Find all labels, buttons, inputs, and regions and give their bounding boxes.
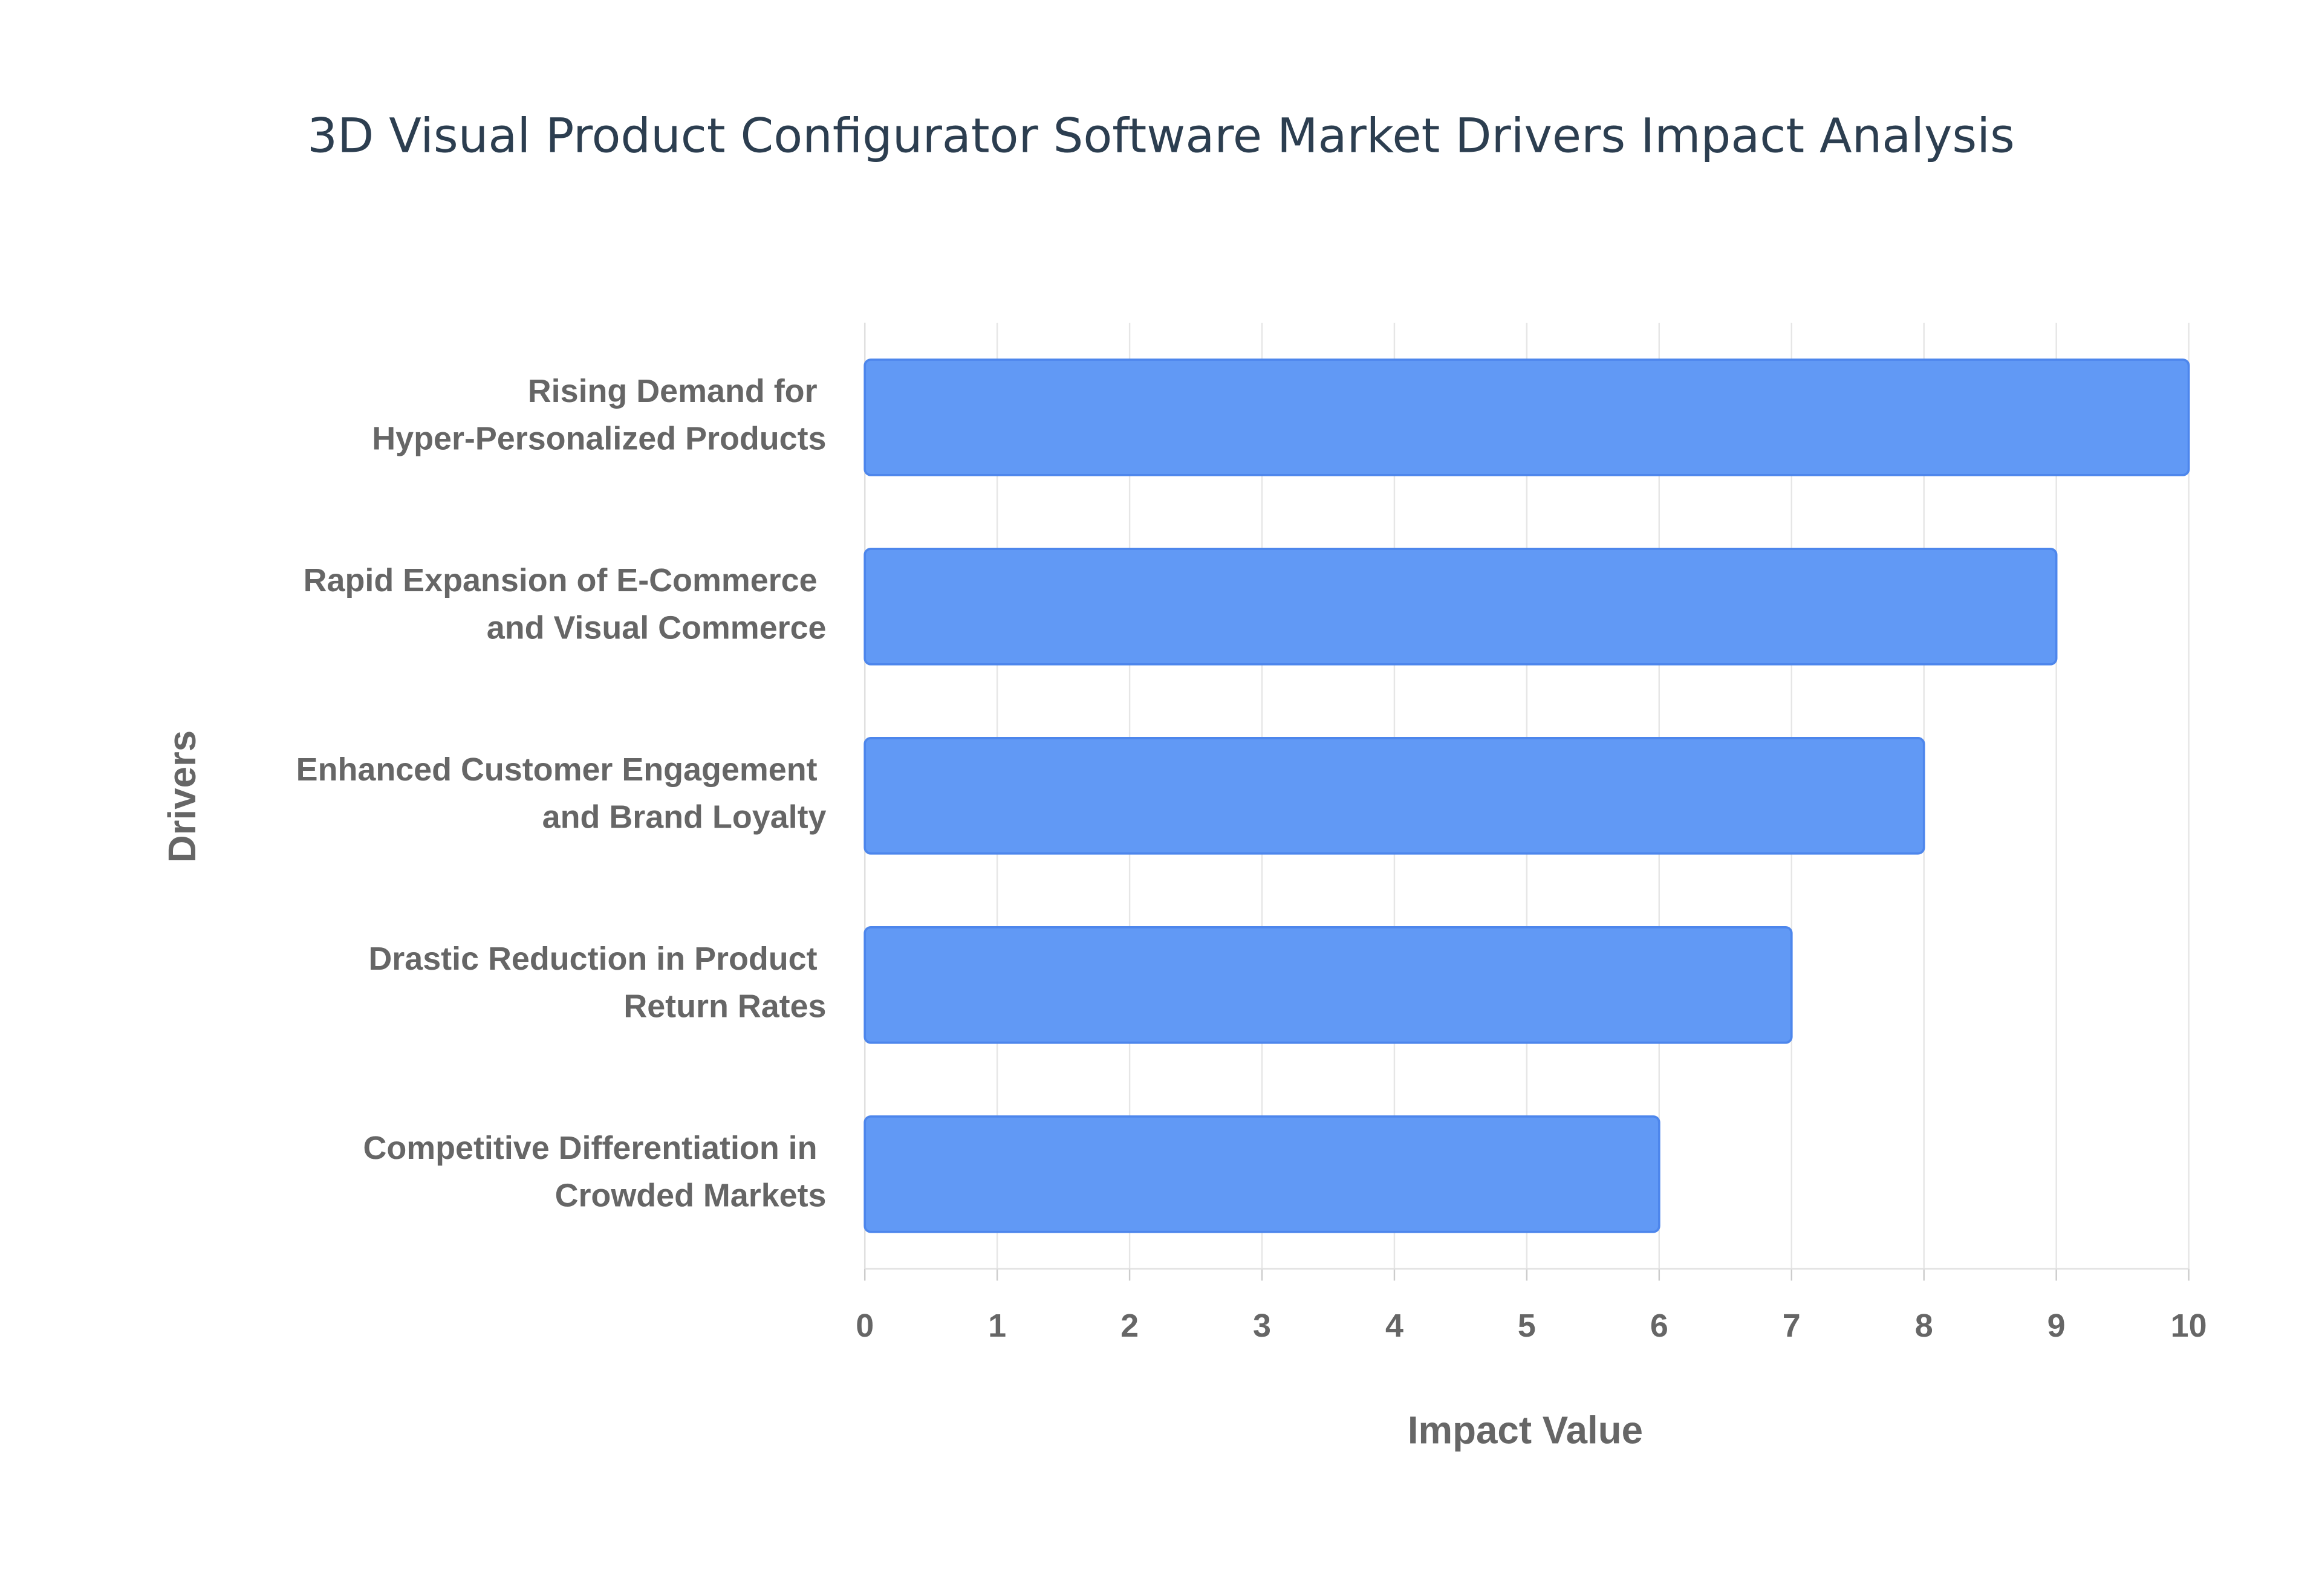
x-tick-label: 9: [2047, 1308, 2066, 1344]
x-tick-label: 2: [1120, 1308, 1139, 1344]
x-tick-label: 10: [2171, 1308, 2207, 1344]
y-tick-label: Competitive Differentiation in Crowded M…: [363, 1130, 826, 1213]
chart-title: 3D Visual Product Configurator Software …: [307, 109, 2015, 164]
bar: [863, 358, 2190, 476]
x-tick-label: 0: [856, 1308, 874, 1344]
bar: [863, 737, 1925, 855]
y-tick-label: Rising Demand for Hyper-Personalized Pro…: [372, 373, 826, 456]
y-tick-label: Rapid Expansion of E-Commerce and Visual…: [304, 562, 827, 646]
x-tick-label: 5: [1518, 1308, 1536, 1344]
y-tick-label: Enhanced Customer Engagement and Brand L…: [296, 751, 827, 835]
x-axis-title: Impact Value: [1408, 1409, 1643, 1452]
x-tick-label: 6: [1650, 1308, 1668, 1344]
x-tick-label: 8: [1915, 1308, 1933, 1344]
x-tick-label: 7: [1783, 1308, 1801, 1344]
y-tick-label: Drastic Reduction in Product Return Rate…: [368, 941, 826, 1024]
x-tick-label: 4: [1385, 1308, 1403, 1344]
bar: [863, 1115, 1660, 1233]
x-tick-label: 3: [1253, 1308, 1271, 1344]
bar: [863, 926, 1793, 1044]
x-tick-label: 1: [988, 1308, 1006, 1344]
bar: [863, 548, 2058, 666]
y-axis-title: Drivers: [161, 730, 204, 863]
